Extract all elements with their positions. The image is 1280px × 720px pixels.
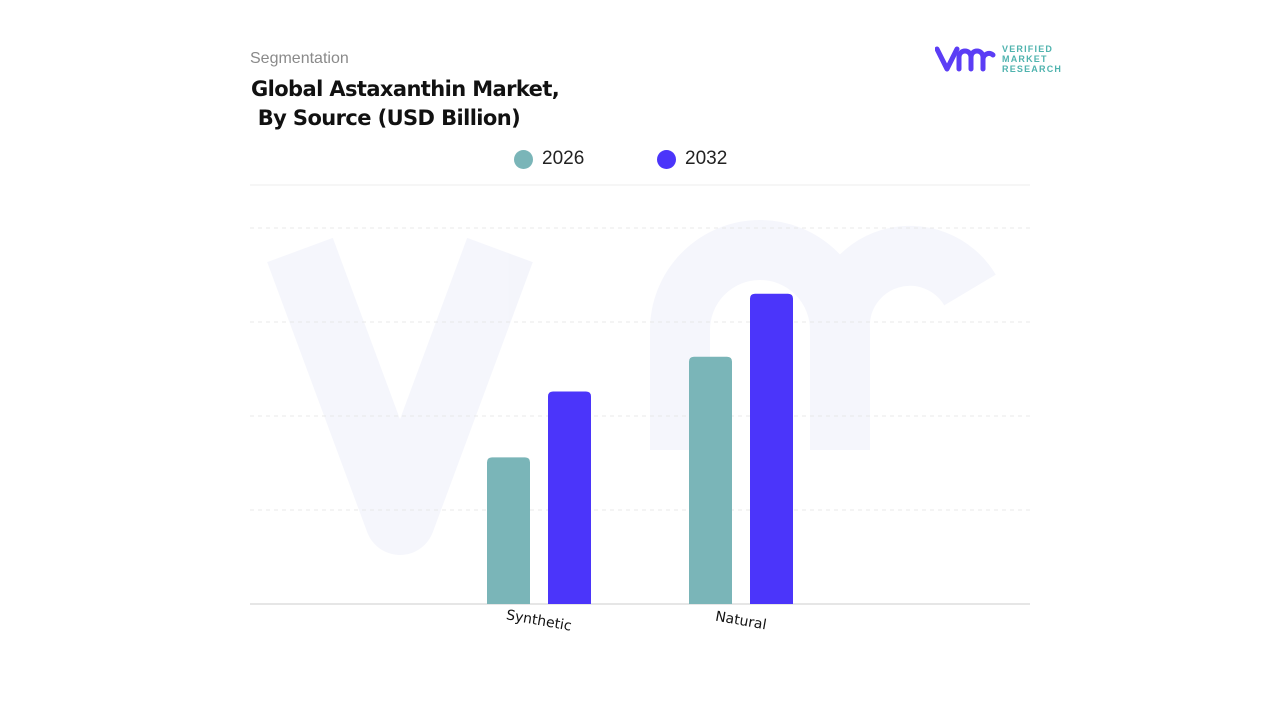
logo-line1: VERIFIED — [1002, 44, 1054, 54]
watermark — [267, 220, 996, 555]
logo-line3: RESEARCH — [1002, 64, 1063, 74]
bar-synthetic-2026 — [487, 457, 530, 604]
legend-item-2032: 2032 — [657, 148, 727, 170]
vmr-logo-icon — [935, 46, 996, 72]
legend-label: 2032 — [685, 148, 728, 169]
logo: VERIFIED MARKET RESEARCH — [935, 44, 1062, 74]
x-tick-label: Natural — [714, 609, 768, 634]
legend-swatch-icon — [657, 149, 676, 169]
logo-line2: MARKET — [1002, 54, 1048, 64]
legend-item-2026: 2026 — [514, 148, 584, 170]
chart-title: Global Astaxanthin Market, By Source (US… — [251, 77, 560, 130]
legend: 2026 2032 — [0, 148, 1280, 174]
segment-label: Segmentation — [250, 50, 349, 67]
bar-natural-2032 — [750, 293, 793, 604]
bar-synthetic-2032 — [548, 391, 591, 604]
x-tick-label: Synthetic — [505, 607, 573, 634]
legend-swatch-icon — [514, 149, 533, 169]
bar-natural-2026 — [689, 356, 732, 604]
legend-label: 2026 — [542, 148, 585, 169]
